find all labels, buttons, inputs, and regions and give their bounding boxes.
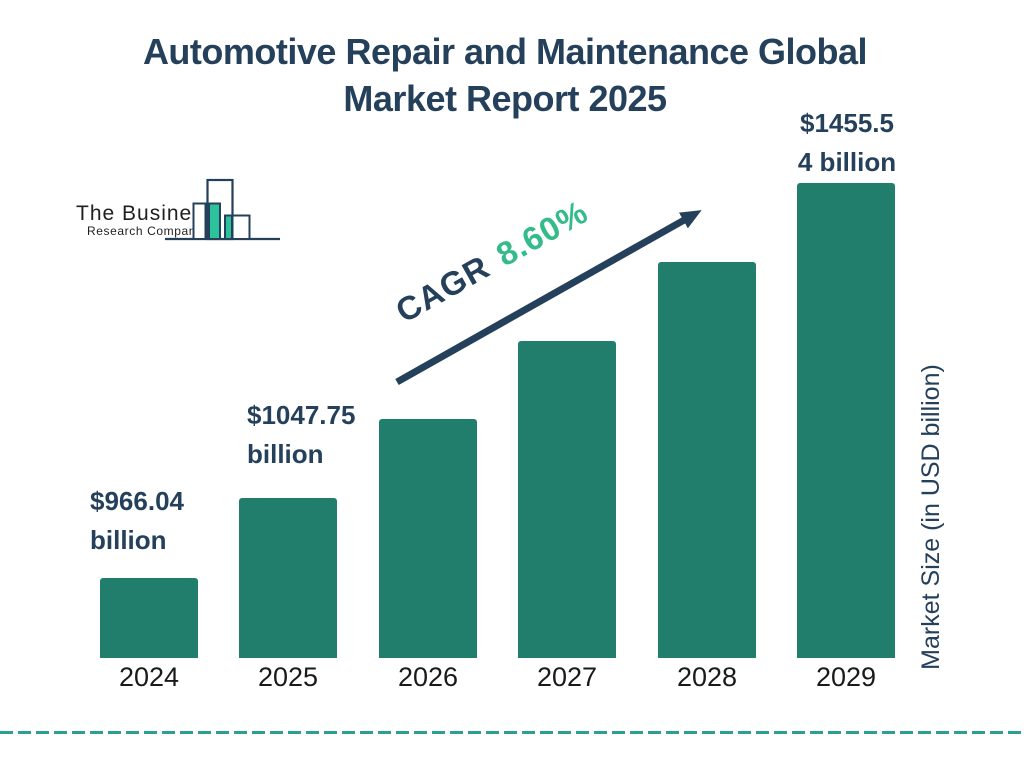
x-axis-label-2025: 2025 (257, 662, 319, 692)
x-axis-label-2029: 2029 (815, 662, 877, 692)
page-title: Automotive Repair and Maintenance Global… (0, 28, 1010, 122)
x-axis-label-2028: 2028 (676, 662, 738, 692)
bar-value-label-2024-line1: $966.04 (90, 486, 184, 516)
bar-value-label-2024: $966.04 billion (90, 482, 184, 560)
bar-2027 (518, 341, 616, 658)
bar-value-label-2025: $1047.75 billion (247, 396, 355, 474)
logo-company-name: The Business (76, 202, 216, 225)
x-axis-label-2027: 2027 (536, 662, 598, 692)
bar-2029 (797, 183, 895, 658)
y-axis-label: Market Size (in USD billion) (917, 364, 945, 670)
bar-2026 (379, 419, 477, 658)
x-axis-label-2024: 2024 (118, 662, 180, 692)
x-axis-label-2026: 2026 (397, 662, 459, 692)
bar-chart-logo-icon (165, 178, 280, 241)
bar-value-label-2029-line1: $1455.5 (800, 108, 894, 138)
bar-value-label-2029: $1455.5 4 billion (770, 104, 924, 182)
bar-value-label-2029-line2: 4 billion (797, 147, 897, 177)
bar-2024 (100, 578, 198, 658)
bar-2028 (658, 262, 756, 658)
page-title-line2: Market Report 2025 (343, 78, 667, 119)
bar-value-label-2024-line2: billion (90, 525, 167, 555)
bar-value-label-2025-line1: $1047.75 (247, 400, 356, 430)
page-title-line1: Automotive Repair and Maintenance Global (142, 31, 868, 72)
bar-value-label-2025-line2: billion (247, 439, 324, 469)
bar-2025 (239, 498, 337, 658)
bottom-dashed-divider (0, 731, 1024, 734)
logo-company-subtitle: Research Company (87, 224, 203, 238)
